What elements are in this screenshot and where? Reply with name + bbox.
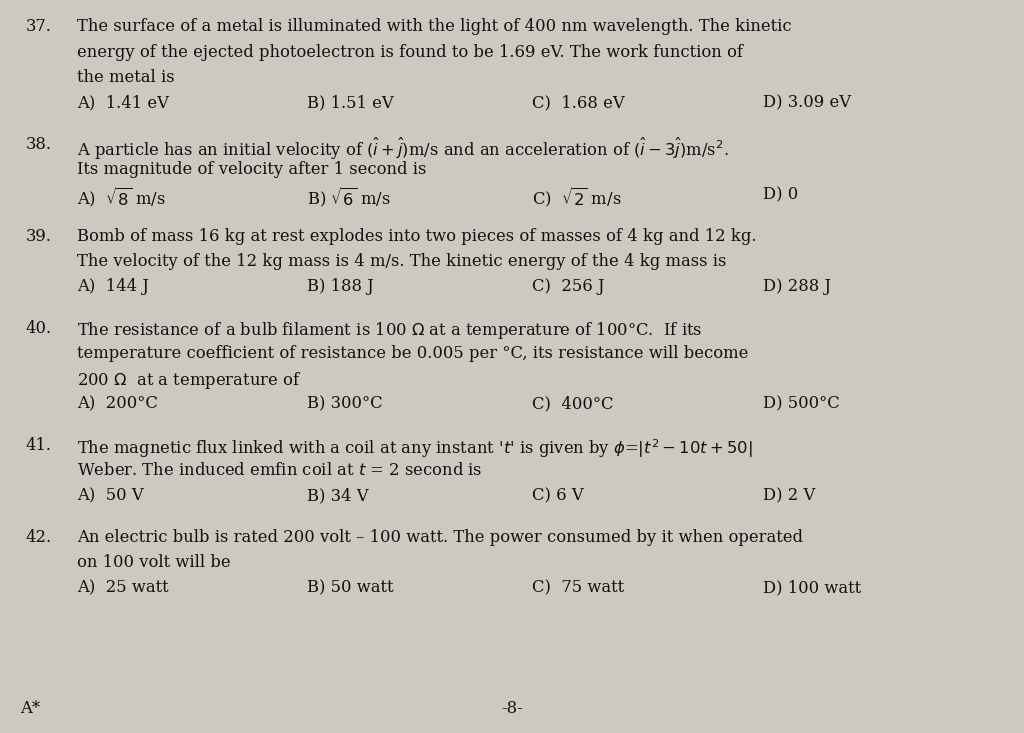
Text: Weber. The induced emfin coil at $t$ = 2 second is: Weber. The induced emfin coil at $t$ = 2…: [77, 462, 482, 479]
Text: A particle has an initial velocity of $(\hat{i}+\hat{j})$m/s and an acceleration: A particle has an initial velocity of $(…: [77, 136, 728, 162]
Text: Its magnitude of velocity after 1 second is: Its magnitude of velocity after 1 second…: [77, 161, 426, 178]
Text: The surface of a metal is illuminated with the light of 400 nm wavelength. The k: The surface of a metal is illuminated wi…: [77, 18, 792, 35]
Text: 39.: 39.: [26, 227, 51, 245]
Text: An electric bulb is rated 200 volt – 100 watt. The power consumed by it when ope: An electric bulb is rated 200 volt – 100…: [77, 528, 803, 546]
Text: 41.: 41.: [26, 437, 51, 454]
Text: B) 34 V: B) 34 V: [307, 487, 369, 504]
Text: A)  25 watt: A) 25 watt: [77, 579, 168, 597]
Text: -8-: -8-: [501, 700, 523, 717]
Text: B) $\sqrt{6}$ m/s: B) $\sqrt{6}$ m/s: [307, 186, 391, 210]
Text: energy of the ejected photoelectron is found to be 1.69 eV. The work function of: energy of the ejected photoelectron is f…: [77, 44, 742, 61]
Text: B) 188 J: B) 188 J: [307, 278, 374, 295]
Text: the metal is: the metal is: [77, 69, 174, 86]
Text: C)  $\sqrt{2}$ m/s: C) $\sqrt{2}$ m/s: [532, 186, 622, 210]
Text: temperature coefficient of resistance be 0.005 per °C, its resistance will becom: temperature coefficient of resistance be…: [77, 345, 749, 362]
Text: 42.: 42.: [26, 528, 52, 546]
Text: The resistance of a bulb filament is 100 $\Omega$ at a temperature of 100°C.  If: The resistance of a bulb filament is 100…: [77, 320, 702, 341]
Text: C)  1.68 eV: C) 1.68 eV: [532, 94, 626, 111]
Text: 37.: 37.: [26, 18, 51, 35]
Text: D) 500°C: D) 500°C: [763, 395, 840, 413]
Text: B) 300°C: B) 300°C: [307, 395, 383, 413]
Text: D) 0: D) 0: [763, 186, 798, 203]
Text: D) 288 J: D) 288 J: [763, 278, 830, 295]
Text: The velocity of the 12 kg mass is 4 m/s. The kinetic energy of the 4 kg mass is: The velocity of the 12 kg mass is 4 m/s.…: [77, 253, 726, 270]
Text: A*: A*: [20, 700, 41, 717]
Text: The magnetic flux linked with a coil at any instant '$t$' is given by $\phi$=$|t: The magnetic flux linked with a coil at …: [77, 437, 753, 460]
Text: 38.: 38.: [26, 136, 51, 152]
Text: C)  400°C: C) 400°C: [532, 395, 614, 413]
Text: D) 3.09 eV: D) 3.09 eV: [763, 94, 851, 111]
Text: D) 2 V: D) 2 V: [763, 487, 815, 504]
Text: 40.: 40.: [26, 320, 52, 336]
Text: A)  $\sqrt{8}$ m/s: A) $\sqrt{8}$ m/s: [77, 186, 166, 210]
Text: 200 $\Omega$  at a temperature of: 200 $\Omega$ at a temperature of: [77, 370, 301, 391]
Text: C) 6 V: C) 6 V: [532, 487, 585, 504]
Text: B) 50 watt: B) 50 watt: [307, 579, 393, 597]
Text: on 100 volt will be: on 100 volt will be: [77, 554, 230, 571]
Text: C)  256 J: C) 256 J: [532, 278, 605, 295]
Text: A)  1.41 eV: A) 1.41 eV: [77, 94, 169, 111]
Text: A)  144 J: A) 144 J: [77, 278, 148, 295]
Text: D) 100 watt: D) 100 watt: [763, 579, 861, 597]
Text: B) 1.51 eV: B) 1.51 eV: [307, 94, 394, 111]
Text: C)  75 watt: C) 75 watt: [532, 579, 625, 597]
Text: A)  50 V: A) 50 V: [77, 487, 143, 504]
Text: A)  200°C: A) 200°C: [77, 395, 158, 413]
Text: Bomb of mass 16 kg at rest explodes into two pieces of masses of 4 kg and 12 kg.: Bomb of mass 16 kg at rest explodes into…: [77, 227, 757, 245]
